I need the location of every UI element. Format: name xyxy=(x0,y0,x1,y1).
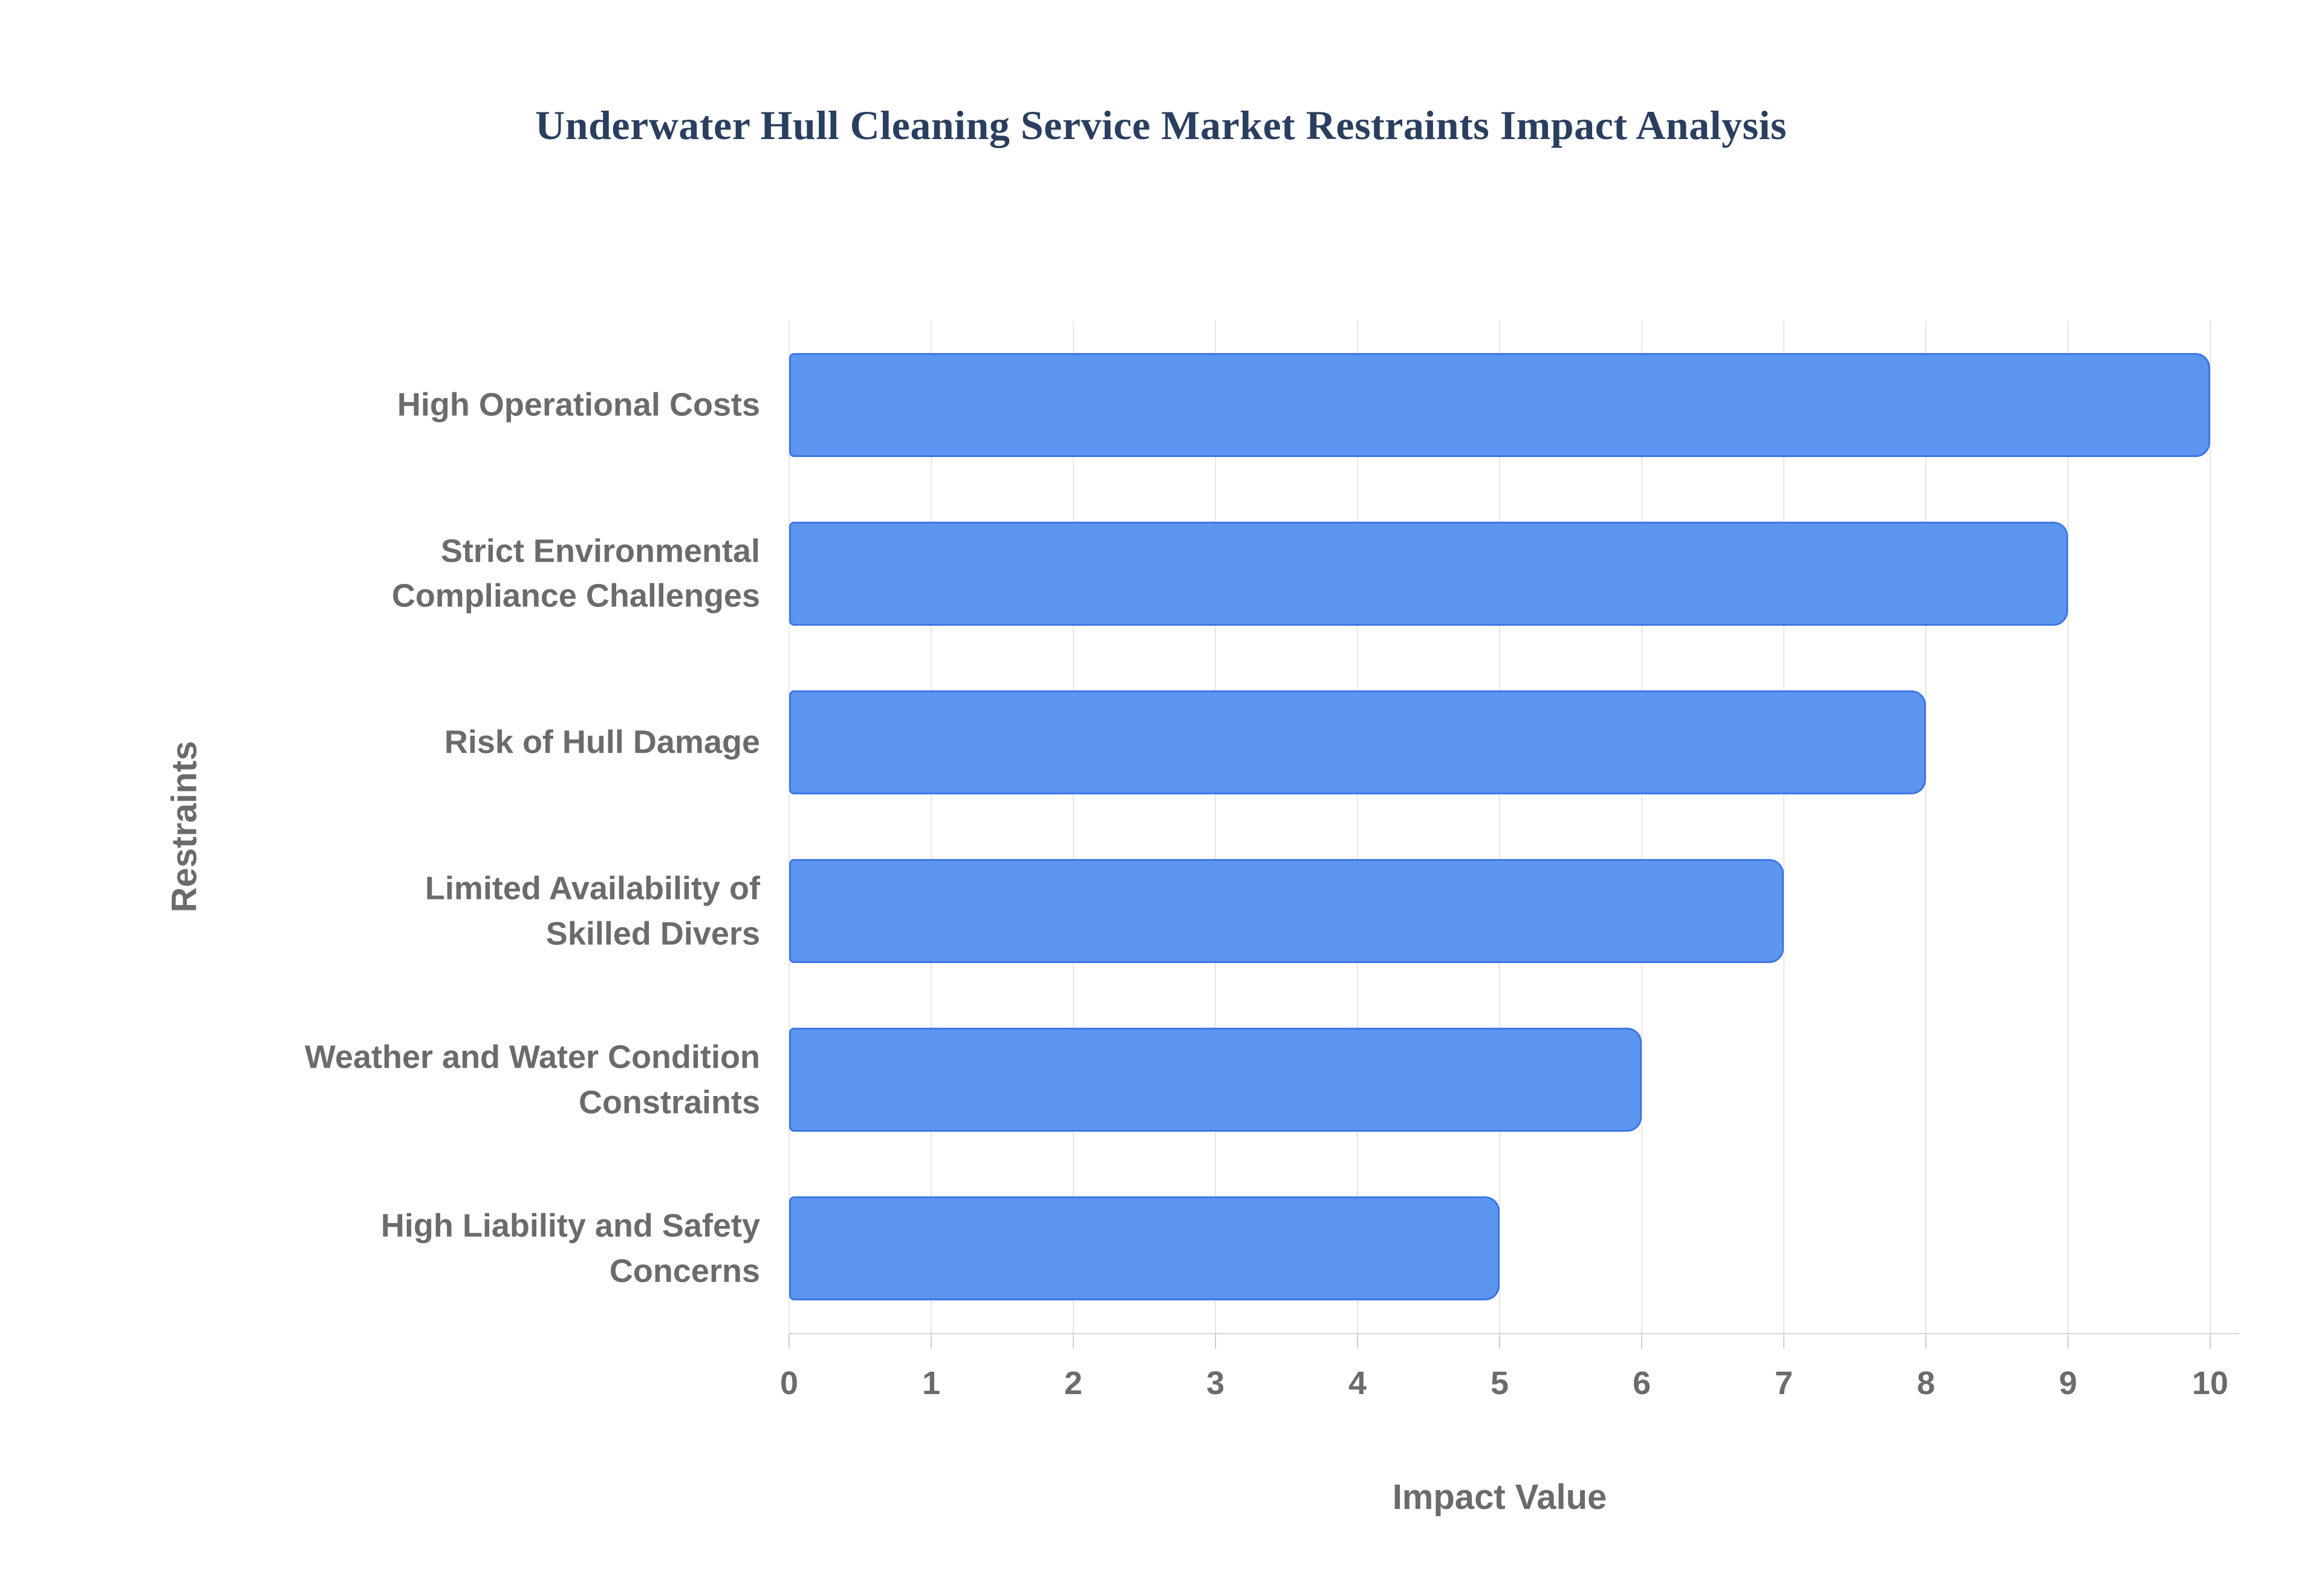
gridline xyxy=(1499,320,1500,1333)
x-tick-label: 7 xyxy=(1774,1365,1794,1401)
gridline xyxy=(2210,320,2211,1333)
gridline xyxy=(1215,320,1216,1333)
x-tick-label: 2 xyxy=(1064,1365,1083,1401)
x-tick-label: 0 xyxy=(779,1365,799,1401)
plot-area: Impact Value 0 1 2 3 4 5 6 7 8 9 10 High Operationa… xyxy=(305,320,2239,1517)
x-tick-mark xyxy=(1215,1333,1216,1349)
x-tick-mark xyxy=(2210,1333,2211,1349)
x-tick-label: 1 xyxy=(922,1365,941,1401)
gridline xyxy=(931,320,932,1333)
gridline xyxy=(2067,320,2069,1333)
x-tick-label: 10 xyxy=(2191,1365,2229,1401)
bar xyxy=(789,1028,1642,1132)
gridline xyxy=(1925,320,1927,1333)
x-tick-mark xyxy=(1499,1333,1500,1349)
y-axis-title: Restraints xyxy=(164,741,204,913)
x-tick-mark xyxy=(931,1333,932,1349)
y-axis-title-wrap: Restraints xyxy=(145,320,224,1333)
x-tick-label: 8 xyxy=(1916,1365,1936,1401)
gridline xyxy=(1073,320,1074,1333)
y-category-label: High Liability and Safety Concerns xyxy=(380,1207,760,1289)
y-category-label: Risk of Hull Damage xyxy=(444,724,760,761)
x-tick-label: 5 xyxy=(1490,1365,1509,1401)
y-category-label: Weather and Water Condition Constraints xyxy=(304,1039,760,1121)
bar xyxy=(789,859,1784,964)
chart-title: Underwater Hull Cleaning Service Market … xyxy=(535,102,1787,148)
gridline xyxy=(789,320,790,1333)
x-axis-title: Impact Value xyxy=(1392,1478,1607,1517)
x-tick-label: 4 xyxy=(1348,1365,1367,1401)
y-category-label: High Operational Costs xyxy=(397,386,760,423)
bar xyxy=(789,521,2068,626)
gridline xyxy=(1641,320,1642,1333)
x-tick-mark xyxy=(1357,1333,1358,1349)
y-category-label: Strict Environmental Compliance Challeng… xyxy=(391,533,760,614)
gridline xyxy=(1783,320,1784,1333)
x-axis-line xyxy=(789,1333,2239,1334)
x-tick-mark xyxy=(1925,1333,1927,1349)
x-tick-mark xyxy=(1073,1333,1074,1349)
x-tick-mark xyxy=(789,1333,790,1349)
bar xyxy=(789,690,1926,794)
bar xyxy=(789,1196,1500,1301)
bar xyxy=(789,352,2210,457)
x-tick-label: 6 xyxy=(1632,1365,1651,1401)
x-tick-mark xyxy=(2067,1333,2069,1349)
y-category-label: Limited Availability of Skilled Divers xyxy=(424,870,760,952)
x-tick-label: 9 xyxy=(2058,1365,2078,1401)
x-tick-mark xyxy=(1783,1333,1784,1349)
x-tick-label: 3 xyxy=(1206,1365,1225,1401)
x-tick-mark xyxy=(1641,1333,1642,1349)
gridline xyxy=(1357,320,1358,1333)
